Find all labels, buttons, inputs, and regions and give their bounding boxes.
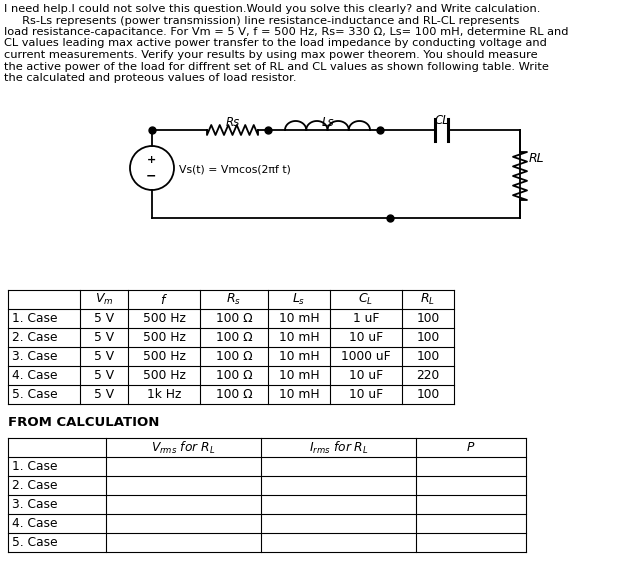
Text: 100 Ω: 100 Ω [216,388,252,401]
Text: 500 Hz: 500 Hz [142,369,185,382]
Text: 100 Ω: 100 Ω [216,350,252,363]
Text: 10 mH: 10 mH [279,369,319,382]
Text: 220: 220 [416,369,440,382]
Text: 10 uF: 10 uF [349,331,383,344]
Text: 2. Case: 2. Case [12,331,57,344]
Text: 100 Ω: 100 Ω [216,312,252,325]
Text: Vs(t) = Vmcos(2πf t): Vs(t) = Vmcos(2πf t) [179,165,291,175]
Text: $R_s$: $R_s$ [227,292,241,307]
Text: 1 uF: 1 uF [353,312,379,325]
Text: CL: CL [434,114,449,127]
Text: 4. Case: 4. Case [12,369,57,382]
Text: 100: 100 [416,388,440,401]
Text: 10 mH: 10 mH [279,312,319,325]
Text: 5 V: 5 V [94,312,114,325]
Text: 500 Hz: 500 Hz [142,312,185,325]
Text: $P$: $P$ [466,441,475,454]
Text: 1. Case: 1. Case [12,312,57,325]
Text: 1. Case: 1. Case [12,460,57,473]
Text: the active power of the load for diffrent set of RL and CL values as shown follo: the active power of the load for diffren… [4,62,549,72]
Text: 100: 100 [416,350,440,363]
Text: 3. Case: 3. Case [12,498,57,511]
Text: I need help.I could not solve this question.Would you solve this clearly? and Wr: I need help.I could not solve this quest… [4,4,540,14]
Text: 10 mH: 10 mH [279,350,319,363]
Text: $V_m$: $V_m$ [95,292,113,307]
Text: Rs: Rs [225,116,240,129]
Text: 10 mH: 10 mH [279,388,319,401]
Text: 5. Case: 5. Case [12,388,57,401]
Text: 1000 uF: 1000 uF [341,350,391,363]
Text: 5 V: 5 V [94,388,114,401]
Text: 5 V: 5 V [94,350,114,363]
Text: RL: RL [529,153,545,165]
Text: $C_L$: $C_L$ [358,292,374,307]
Text: CL values leading max active power transfer to the load impedance by conducting : CL values leading max active power trans… [4,38,547,49]
Text: 2. Case: 2. Case [12,479,57,492]
Text: −: − [146,169,156,182]
Text: current measurements. Verify your results by using max power theorem. You should: current measurements. Verify your result… [4,50,538,60]
Text: load resistance-capacitance. For Vm = 5 V, f = 500 Hz, Rs= 330 Ω, Ls= 100 mH, de: load resistance-capacitance. For Vm = 5 … [4,27,568,37]
Text: 4. Case: 4. Case [12,517,57,530]
Text: +: + [147,155,155,165]
Text: 3. Case: 3. Case [12,350,57,363]
Text: 5. Case: 5. Case [12,536,57,549]
Text: 1k Hz: 1k Hz [147,388,181,401]
Text: 10 mH: 10 mH [279,331,319,344]
Text: 5 V: 5 V [94,369,114,382]
Text: 100 Ω: 100 Ω [216,331,252,344]
Text: 100: 100 [416,312,440,325]
Text: FROM CALCULATION: FROM CALCULATION [8,416,159,429]
Text: 5 V: 5 V [94,331,114,344]
Text: the calculated and proteous values of load resistor.: the calculated and proteous values of lo… [4,73,296,83]
Text: $I_{rms}$ for $R_L$: $I_{rms}$ for $R_L$ [309,439,368,455]
Text: $L_s$: $L_s$ [292,292,306,307]
Text: $V_{rms}$ for $R_L$: $V_{rms}$ for $R_L$ [151,439,216,455]
Text: Rs-Ls represents (power transmission) line resistance-inductance and RL-CL repre: Rs-Ls represents (power transmission) li… [4,15,519,26]
Text: 10 uF: 10 uF [349,369,383,382]
Text: Ls: Ls [321,116,334,129]
Text: 500 Hz: 500 Hz [142,350,185,363]
Text: 100 Ω: 100 Ω [216,369,252,382]
Text: $f$: $f$ [160,292,168,307]
Text: $R_L$: $R_L$ [421,292,436,307]
Text: 10 uF: 10 uF [349,388,383,401]
Text: 500 Hz: 500 Hz [142,331,185,344]
Text: 100: 100 [416,331,440,344]
